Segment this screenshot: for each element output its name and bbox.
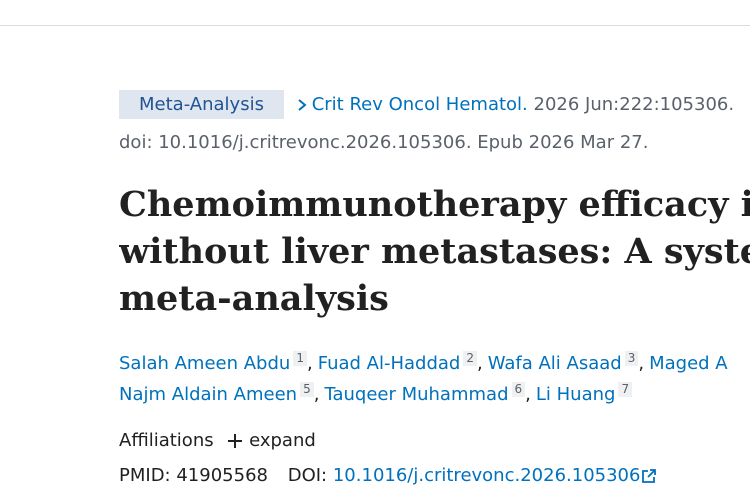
authors-line: Salah Ameen Abdu 1, Fuad Al-Haddad 2, Wafa A…: [119, 351, 750, 374]
title-line: Chemoimmunotherapy efficacy in p: [119, 184, 750, 225]
doi-link[interactable]: 10.1016/j.critrevonc.2026.105306: [332, 465, 641, 486]
affiliation-number[interactable]: 2: [463, 351, 477, 366]
ids-row: PMID: 41905568 DOI: 10.1016/j.critrevonc…: [119, 465, 750, 486]
citation: 2026 Jun:222:105306.: [533, 94, 735, 115]
external-link-icon: [642, 469, 657, 483]
author-link[interactable]: Fuad Al-Haddad: [317, 353, 461, 374]
header-border: [0, 25, 750, 26]
doi-line: doi: 10.1016/j.critrevonc.2026.105306. E…: [119, 132, 649, 153]
expand-button[interactable]: expand: [227, 430, 316, 451]
pmid: 41905568: [176, 465, 268, 486]
plus-icon: [228, 434, 243, 448]
pmid-label: PMID:: [119, 465, 171, 486]
separator: ,: [313, 384, 320, 405]
publication-type[interactable]: Meta-Analysis: [119, 90, 284, 119]
affiliations-label: Affiliations: [119, 430, 214, 451]
author-link[interactable]: Tauqeer Muhammad: [324, 384, 509, 405]
author-link[interactable]: Wafa Ali Asaad: [487, 353, 622, 374]
author-link[interactable]: Salah Ameen Abdu: [119, 353, 291, 374]
separator: ,: [306, 353, 313, 374]
affiliation-number[interactable]: 5: [300, 382, 314, 397]
affiliation-number[interactable]: 3: [624, 351, 639, 366]
author-link[interactable]: Maged A: [649, 353, 728, 374]
expand-label: expand: [249, 430, 316, 451]
title-line: without liver metastases: A systema: [119, 231, 750, 272]
title-line: meta-analysis: [119, 278, 389, 319]
separator: ,: [525, 384, 531, 405]
citation-row: Meta-Analysis Crit Rev Oncol Hematol. 20…: [119, 90, 750, 119]
chevron-icon: [298, 99, 307, 111]
affiliation-number[interactable]: 1: [293, 351, 307, 366]
separator: ,: [638, 353, 645, 374]
affiliation-number[interactable]: 7: [618, 382, 633, 397]
affiliations-row: Affiliations expand: [119, 430, 750, 451]
journal-link[interactable]: Crit Rev Oncol Hematol.: [311, 94, 528, 115]
author-link[interactable]: Najm Aldain Ameen: [119, 384, 298, 405]
author-link[interactable]: Li Huang: [535, 384, 616, 405]
affiliation-number[interactable]: 6: [511, 382, 526, 397]
doi-label: DOI:: [287, 465, 328, 486]
authors-line: Najm Aldain Ameen 5, Tauqeer Muhammad 6, Li …: [119, 382, 750, 405]
separator: ,: [476, 353, 483, 374]
